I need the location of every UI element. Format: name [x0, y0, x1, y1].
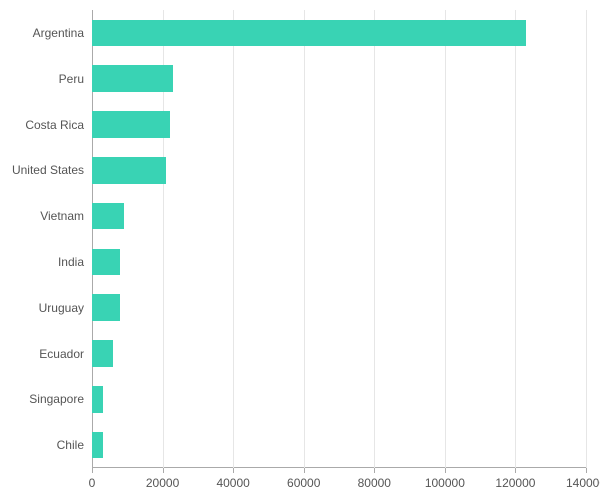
y-tick-label: Costa Rica	[25, 118, 92, 132]
grid-line	[374, 10, 375, 468]
y-tick-label: Argentina	[33, 26, 92, 40]
x-tick-label: 20000	[146, 468, 179, 490]
grid-line	[233, 10, 234, 468]
x-tick-label: 120000	[495, 468, 535, 490]
y-tick-label: Uruguay	[39, 301, 92, 315]
bar	[92, 249, 120, 276]
plot-area: 020000400006000080000100000120000140000A…	[92, 10, 586, 468]
bar	[92, 157, 166, 184]
x-tick-label: 0	[89, 468, 96, 490]
bar	[92, 432, 103, 459]
bar	[92, 340, 113, 367]
x-tick-label: 100000	[425, 468, 465, 490]
grid-line	[304, 10, 305, 468]
bar	[92, 294, 120, 321]
bar-chart: 0 20000 40000 60000 80000 100000 120000 140000 A…	[0, 0, 600, 500]
grid-line	[515, 10, 516, 468]
bar	[92, 111, 170, 138]
bar	[92, 203, 124, 230]
grid-line	[586, 10, 587, 468]
y-tick-label: Peru	[59, 72, 92, 86]
y-tick-label: Chile	[57, 438, 92, 452]
y-tick-label: United States	[12, 163, 92, 177]
bar	[92, 65, 173, 92]
x-tick-label: 60000	[287, 468, 320, 490]
y-tick-label: India	[58, 255, 92, 269]
y-tick-label: Vietnam	[40, 209, 92, 223]
x-tick-label: 140000	[566, 468, 600, 490]
bar	[92, 20, 526, 47]
y-tick-label: Singapore	[29, 392, 92, 406]
bar	[92, 386, 103, 413]
x-tick-label: 80000	[358, 468, 391, 490]
x-tick-label: 40000	[216, 468, 249, 490]
grid-line	[445, 10, 446, 468]
y-tick-label: Ecuador	[39, 347, 92, 361]
